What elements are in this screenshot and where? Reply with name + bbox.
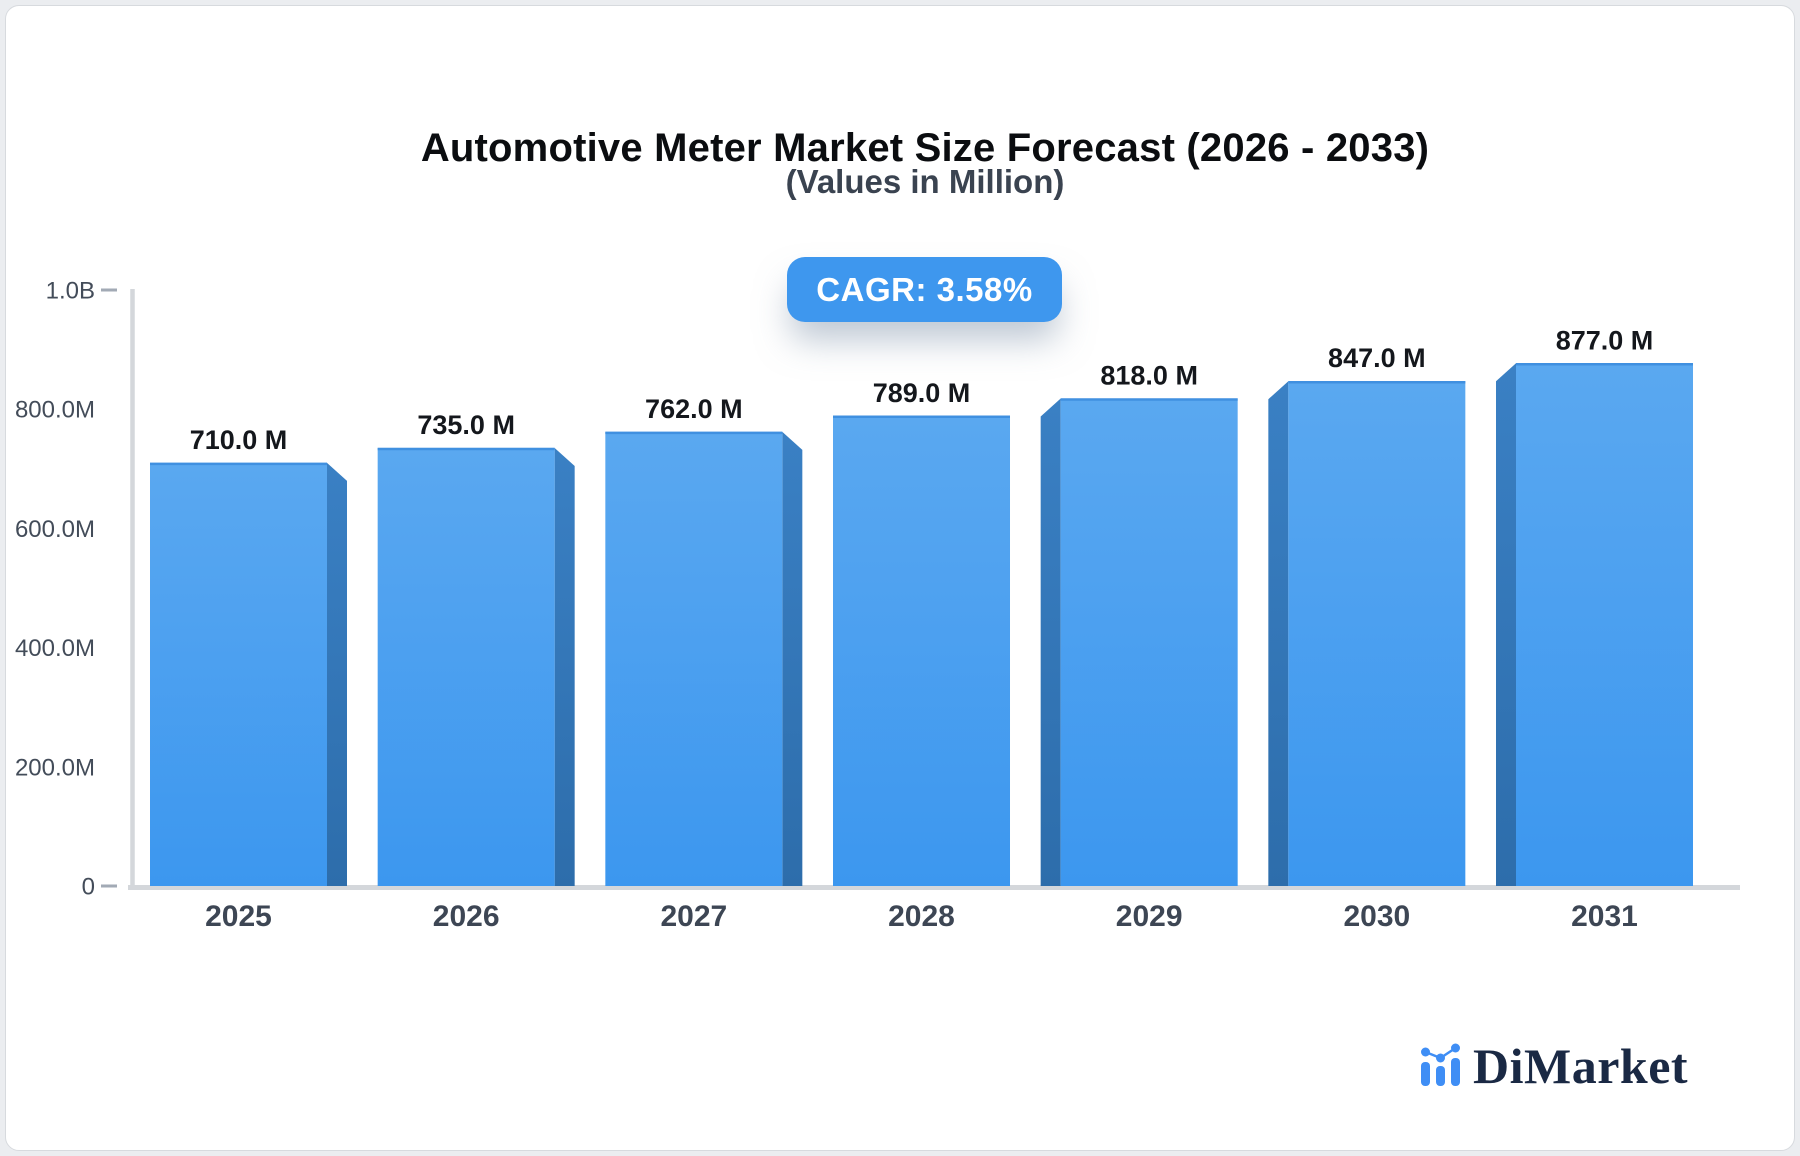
- x-tick-label-2031: 2031: [1571, 900, 1638, 933]
- y-tick-label: 200.0M: [15, 754, 95, 781]
- y-tick-label: 600.0M: [15, 516, 95, 543]
- logo-bar: [1421, 1062, 1430, 1086]
- chart-subtitle: (Values in Million): [785, 163, 1065, 200]
- bar-2027: [605, 431, 783, 886]
- brand-logo-icon: [1421, 1043, 1460, 1086]
- value-labels-group: 710.0 M 735.0 M 762.0 M 789.0 M 818.0 M 847.0…: [190, 325, 1654, 455]
- bar-value-label-2031: 877.0 M: [1556, 325, 1654, 355]
- logo-dot: [1421, 1047, 1430, 1057]
- bar-2026: [377, 447, 555, 886]
- logo-dot: [1436, 1053, 1445, 1063]
- x-axis-labels-group: 2025 2026 2027 2028 2029 2030 2031: [205, 900, 1638, 933]
- logo-bar: [1436, 1066, 1445, 1086]
- x-tick-label-2028: 2028: [888, 900, 955, 933]
- bar-side-2029: [1040, 398, 1061, 886]
- bar-2031: [1516, 363, 1694, 887]
- logo-bar: [1451, 1058, 1460, 1086]
- bar-value-label-2025: 710.0 M: [190, 425, 288, 455]
- bar-side-2031: [1496, 363, 1517, 887]
- y-tick-label: 0: [82, 874, 95, 901]
- bar-2025: [150, 462, 327, 886]
- y-tick-label: 800.0M: [15, 397, 95, 424]
- bar-value-label-2029: 818.0 M: [1100, 360, 1198, 390]
- bar-side-2026: [554, 447, 575, 886]
- x-tick-label-2027: 2027: [660, 900, 727, 933]
- cagr-badge: CAGR: 3.58%: [787, 257, 1062, 322]
- y-tick-label: 400.0M: [15, 635, 95, 662]
- bar-2028: [833, 415, 1011, 886]
- bar-value-label-2030: 847.0 M: [1328, 343, 1426, 373]
- brand-logo: DiMarket: [1420, 1038, 1688, 1094]
- brand-logo-text: DiMarket: [1473, 1038, 1689, 1094]
- x-tick-label-2026: 2026: [433, 900, 500, 933]
- page-title: Automotive Meter Market Size Forecast (2…: [420, 126, 1430, 170]
- bar-side-2027: [782, 431, 803, 886]
- bar-value-label-2027: 762.0 M: [645, 394, 743, 424]
- x-tick-label-2029: 2029: [1116, 900, 1183, 933]
- bar-2030: [1288, 381, 1466, 886]
- bar-side-2025: [327, 462, 347, 886]
- bar-2029: [1060, 398, 1238, 886]
- bar-value-label-2026: 735.0 M: [417, 410, 515, 440]
- bar-value-label-2028: 789.0 M: [873, 378, 971, 408]
- chart-axes: [128, 289, 1740, 890]
- bar-side-2030: [1268, 381, 1289, 886]
- bars-group: [150, 363, 1694, 887]
- logo-dot: [1451, 1043, 1460, 1053]
- y-tick-label: 1.0B: [46, 278, 95, 305]
- x-tick-label-2030: 2030: [1343, 900, 1410, 933]
- x-tick-label-2025: 2025: [205, 900, 272, 933]
- y-axis-ticks: 0 200.0M 400.0M 600.0M 800.0M 1.0B: [15, 278, 117, 901]
